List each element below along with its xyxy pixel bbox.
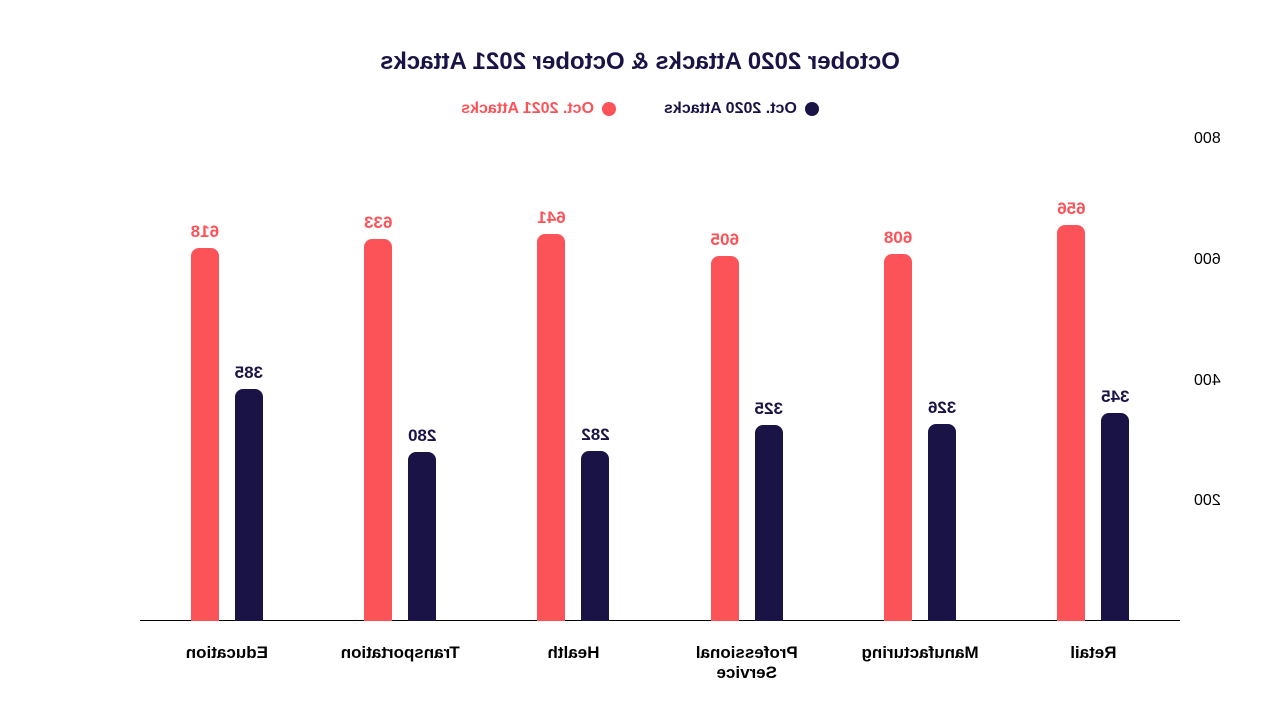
bar xyxy=(755,425,783,621)
category-label: Retail xyxy=(1018,643,1168,663)
plot-area: 200400600800345656Retail326608Manufactur… xyxy=(140,138,1180,621)
category-group: 345656Retail xyxy=(1007,138,1180,621)
bar xyxy=(581,451,609,621)
bar-value-label: 345 xyxy=(1081,387,1149,407)
bar xyxy=(235,389,263,621)
bar xyxy=(408,452,436,621)
category-group: 280633Transportation xyxy=(314,138,487,621)
bar xyxy=(364,239,392,621)
bar xyxy=(1101,413,1129,621)
legend-item: Oct. 2021 Attacks xyxy=(461,100,616,118)
bar xyxy=(537,234,565,621)
bar xyxy=(711,256,739,621)
category-label: Transportation xyxy=(325,643,475,663)
bar-value-label: 608 xyxy=(864,228,932,248)
bar xyxy=(884,254,912,621)
category-label: Manufacturing xyxy=(845,643,995,663)
category-group: 326608Manufacturing xyxy=(833,138,1006,621)
bar-value-label: 641 xyxy=(517,208,585,228)
category-label: Health xyxy=(498,643,648,663)
category-label: Education xyxy=(152,643,302,663)
bar-value-label: 280 xyxy=(388,426,456,446)
bar xyxy=(191,248,219,621)
legend-item: Oct. 2020 Attacks xyxy=(664,100,819,118)
bar-value-label: 618 xyxy=(171,222,239,242)
y-tick-label: 400 xyxy=(1194,372,1254,390)
bar-value-label: 325 xyxy=(735,399,803,419)
category-group: 385618Education xyxy=(140,138,313,621)
legend-label: Oct. 2021 Attacks xyxy=(461,100,594,118)
y-tick-label: 200 xyxy=(1194,492,1254,510)
chart-title: October 2020 Attacks & October 2021 Atta… xyxy=(0,48,1280,76)
category-group: 282641Health xyxy=(487,138,660,621)
bar-value-label: 656 xyxy=(1037,199,1105,219)
bar-value-label: 605 xyxy=(691,230,759,250)
legend-label: Oct. 2020 Attacks xyxy=(664,100,797,118)
y-tick-label: 600 xyxy=(1194,251,1254,269)
chart-root: October 2020 Attacks & October 2021 Atta… xyxy=(0,0,1280,720)
bar xyxy=(928,424,956,621)
bar-value-label: 385 xyxy=(215,363,283,383)
y-tick-label: 800 xyxy=(1194,130,1254,148)
legend-dot-icon xyxy=(602,102,616,116)
bar-value-label: 282 xyxy=(561,425,629,445)
legend-dot-icon xyxy=(805,102,819,116)
bar xyxy=(1057,225,1085,621)
legend: Oct. 2020 Attacks Oct. 2021 Attacks xyxy=(0,100,1280,118)
bar-value-label: 633 xyxy=(344,213,412,233)
bar-value-label: 326 xyxy=(908,398,976,418)
category-label: Professional Service xyxy=(672,643,822,683)
category-group: 325605Professional Service xyxy=(660,138,833,621)
